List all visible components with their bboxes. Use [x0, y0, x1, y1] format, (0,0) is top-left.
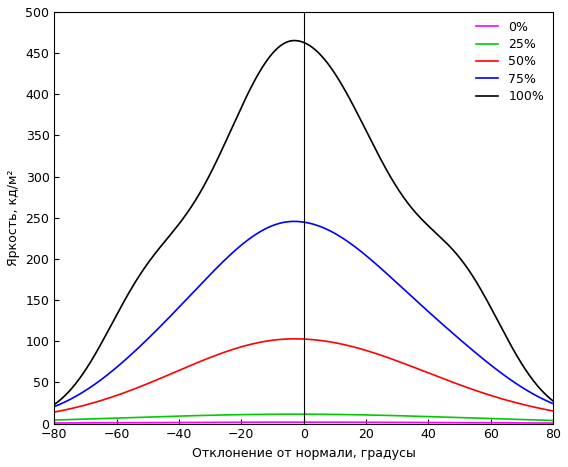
- 25%: [550, 417, 557, 423]
- 100%: [291, 38, 298, 43]
- 50%: [535, 405, 542, 411]
- 75%: [536, 394, 542, 400]
- 100%: [280, 41, 287, 46]
- 25%: [51, 417, 58, 423]
- Line: 75%: 75%: [55, 221, 553, 407]
- 75%: [51, 404, 58, 410]
- 25%: [77, 417, 83, 422]
- Legend: 0%, 25%, 50%, 75%, 100%: 0%, 25%, 50%, 75%, 100%: [471, 16, 549, 108]
- 100%: [550, 398, 557, 404]
- 100%: [77, 375, 83, 381]
- 25%: [444, 414, 450, 420]
- 0%: [294, 419, 300, 425]
- 100%: [536, 384, 542, 390]
- 50%: [536, 405, 542, 411]
- 50%: [77, 403, 83, 409]
- 25%: [292, 411, 299, 417]
- 50%: [280, 336, 287, 342]
- 0%: [536, 420, 542, 426]
- 50%: [294, 336, 300, 342]
- 75%: [444, 325, 450, 331]
- 25%: [294, 411, 300, 417]
- 75%: [294, 219, 300, 224]
- 25%: [280, 411, 287, 417]
- 100%: [294, 38, 300, 43]
- 50%: [291, 336, 298, 342]
- 75%: [535, 394, 542, 400]
- Line: 0%: 0%: [55, 422, 553, 423]
- 0%: [77, 420, 83, 426]
- 50%: [444, 377, 450, 383]
- 50%: [550, 408, 557, 414]
- 100%: [444, 241, 450, 247]
- 0%: [535, 420, 542, 426]
- 50%: [51, 409, 58, 415]
- Y-axis label: Яркость, кд/м²: Яркость, кд/м²: [7, 170, 20, 266]
- 75%: [77, 391, 83, 397]
- 25%: [536, 417, 542, 423]
- 25%: [535, 417, 542, 423]
- 0%: [293, 419, 299, 425]
- 100%: [51, 402, 58, 407]
- 0%: [51, 420, 58, 426]
- Line: 50%: 50%: [55, 339, 553, 412]
- 75%: [550, 401, 557, 406]
- X-axis label: Отклонение от нормали, градусы: Отклонение от нормали, градусы: [192, 447, 416, 460]
- 75%: [280, 219, 287, 225]
- 0%: [444, 420, 450, 425]
- 75%: [290, 219, 297, 224]
- 100%: [535, 384, 542, 390]
- Line: 100%: 100%: [55, 41, 553, 404]
- Line: 25%: 25%: [55, 414, 553, 420]
- 0%: [280, 419, 287, 425]
- 0%: [550, 420, 557, 426]
